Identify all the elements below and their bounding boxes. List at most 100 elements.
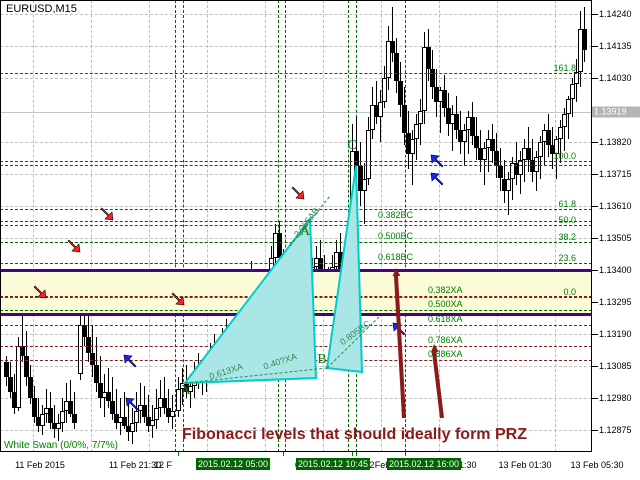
- fib-level-percent-label: 61.8: [558, 199, 576, 209]
- plot-border-left: [0, 0, 1, 452]
- time-tick-label: 13 Feb 01:30: [498, 460, 552, 470]
- time-tick-label: 11 Feb 2015: [15, 460, 65, 470]
- price-tick: [592, 46, 598, 47]
- fib-xa-label: 0.382XA: [428, 285, 463, 295]
- candle-wick: [230, 328, 231, 368]
- buy-arrow-icon: [125, 397, 139, 411]
- price-tick: [592, 430, 598, 431]
- candle-wick: [356, 117, 357, 179]
- time-tick-label: 11 Feb 21:30: [108, 460, 162, 470]
- candle-body: [462, 129, 467, 142]
- plot-border-right: [591, 0, 592, 452]
- candle-wick: [214, 334, 215, 374]
- fib-xa-line: [0, 346, 592, 347]
- period-separator: [356, 0, 357, 452]
- candle-body: [534, 157, 539, 173]
- candle-body: [378, 102, 383, 118]
- price-tick: [592, 206, 598, 207]
- grid-line-horizontal: [0, 238, 592, 239]
- sell-arrow-icon: [33, 285, 47, 299]
- time-tick-label-highlighted[interactable]: 2015.02.12 05:00: [195, 458, 271, 470]
- price-tick-label: 1.13715: [599, 169, 632, 179]
- fib-xa-label: 0.618XA: [428, 314, 463, 324]
- plot-border-bottom: [0, 451, 592, 452]
- price-tick-label: 1.14240: [599, 9, 632, 19]
- grid-line-vertical: [207, 0, 208, 452]
- sell-arrow-icon: [171, 292, 185, 306]
- candle-body: [554, 138, 559, 155]
- candle-body: [494, 151, 499, 167]
- candle-wick: [508, 172, 509, 216]
- price-tick: [592, 174, 598, 175]
- candle-body: [566, 99, 571, 115]
- fib-bc-line: [0, 242, 592, 243]
- time-separator-tick: [352, 452, 353, 456]
- candle-body: [386, 41, 391, 78]
- candle-wick: [168, 389, 169, 423]
- fib-xa-label: 0.500XA: [428, 299, 463, 309]
- time-tick-label-highlighted[interactable]: 2015.02.12 16:00: [386, 458, 462, 470]
- candle-wick: [148, 395, 149, 432]
- time-tick-label-highlighted[interactable]: 2015.02.12 10:45: [295, 458, 371, 470]
- symbol-timeframe-label: EURUSD,M15: [6, 3, 77, 15]
- grid-line-horizontal: [0, 142, 592, 143]
- candle-body: [454, 114, 459, 130]
- candle-wick: [124, 392, 125, 429]
- price-axis[interactable]: 1.14240 1.14135 1.14030 1.13820 1.13715 1.136…: [592, 0, 640, 452]
- candle-wick: [128, 401, 129, 442]
- candle-body: [526, 147, 531, 161]
- last-price-badge[interactable]: 1.13919: [592, 106, 640, 118]
- grid-line-vertical: [149, 0, 150, 452]
- price-tick-label: 1.14030: [599, 73, 632, 83]
- candle-wick: [74, 392, 75, 429]
- prz-boundary-line: [0, 313, 592, 317]
- grid-line-horizontal: [0, 78, 592, 79]
- candle-body: [4, 361, 9, 378]
- grid-line-horizontal: [0, 366, 592, 367]
- price-tick: [592, 334, 598, 335]
- candle-wick: [560, 120, 561, 164]
- candle-body: [582, 28, 587, 51]
- fib-xa-line: [0, 296, 592, 297]
- candle-wick: [116, 389, 117, 429]
- grid-line-vertical: [33, 0, 34, 452]
- candle-body: [574, 71, 579, 84]
- candle-body: [86, 337, 91, 353]
- prz-boundary-line: [0, 269, 592, 273]
- time-tick-label: 13 Feb 05:30: [570, 460, 624, 470]
- candle-body: [578, 28, 583, 72]
- period-separator: [405, 0, 406, 452]
- grid-line-vertical: [265, 0, 266, 452]
- candle-wick: [88, 312, 89, 362]
- price-tick: [592, 398, 598, 399]
- fib-xa-label: 0.786XA: [428, 335, 463, 345]
- grid-line-vertical: [439, 0, 440, 452]
- prz-annotation-text: Fibonacci levels that should ideally for…: [182, 426, 527, 443]
- candle-body: [562, 114, 567, 127]
- candle-body: [398, 80, 403, 106]
- fib-bc-line: [0, 263, 592, 264]
- candle-wick: [564, 108, 565, 152]
- pattern-point-c: C: [347, 138, 357, 153]
- price-plot-area[interactable]: 161.8 100.0 61.8 50.0 38.2 23.6 0.0 0.382BC 0.50…: [0, 0, 592, 452]
- candle-body: [188, 386, 193, 393]
- price-tick-label: 1.12875: [599, 425, 632, 435]
- candle-body: [366, 129, 371, 179]
- fib-bc-label: 0.618BC: [378, 252, 414, 262]
- candle-wick: [556, 135, 557, 179]
- candle-body: [370, 105, 375, 130]
- price-tick-label: 1.13295: [599, 297, 632, 307]
- grid-line-vertical: [323, 0, 324, 452]
- candle-body: [382, 77, 387, 103]
- sell-arrow-icon: [100, 207, 114, 221]
- candle-body: [338, 251, 343, 271]
- candle-body: [506, 178, 511, 191]
- grid-line-vertical: [91, 0, 92, 452]
- candle-body: [150, 419, 155, 426]
- candle-body: [24, 355, 29, 378]
- candle-body: [430, 68, 435, 87]
- price-tick-label: 1.13190: [599, 329, 632, 339]
- period-separator: [285, 0, 286, 452]
